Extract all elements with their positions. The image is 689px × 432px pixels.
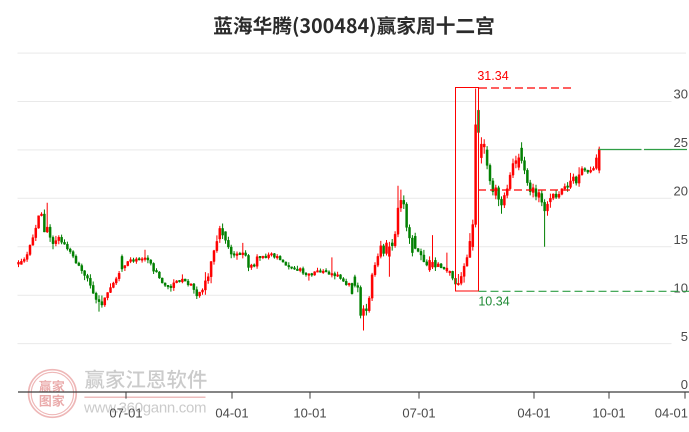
svg-text:0: 0 bbox=[681, 377, 688, 392]
svg-text:10-01: 10-01 bbox=[592, 406, 625, 421]
svg-text:04-01: 04-01 bbox=[655, 406, 688, 421]
svg-text:www.360gann.com: www.360gann.com bbox=[83, 399, 206, 416]
svg-text:31.34: 31.34 bbox=[477, 69, 508, 83]
svg-text:10.34: 10.34 bbox=[478, 295, 509, 309]
svg-text:07-01: 07-01 bbox=[402, 406, 435, 421]
svg-text:20: 20 bbox=[674, 184, 688, 199]
svg-text:04-01: 04-01 bbox=[215, 406, 248, 421]
svg-text:04-01: 04-01 bbox=[517, 406, 550, 421]
svg-text:15: 15 bbox=[674, 232, 688, 247]
svg-text:5: 5 bbox=[681, 329, 688, 344]
svg-text:25: 25 bbox=[674, 135, 688, 150]
svg-text:30: 30 bbox=[674, 87, 688, 102]
svg-text:07-01: 07-01 bbox=[109, 406, 142, 421]
svg-text:10: 10 bbox=[674, 280, 688, 295]
svg-text:10-01: 10-01 bbox=[293, 406, 326, 421]
